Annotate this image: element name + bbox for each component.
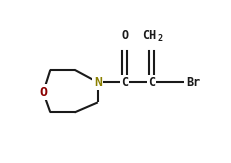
Text: Br: Br (186, 76, 201, 89)
Text: 2: 2 (157, 34, 162, 43)
Text: N: N (94, 76, 102, 89)
Text: O: O (121, 29, 128, 42)
Text: C: C (148, 76, 155, 89)
Text: O: O (39, 86, 47, 99)
Text: C: C (121, 76, 128, 89)
Text: CH: CH (143, 29, 157, 42)
